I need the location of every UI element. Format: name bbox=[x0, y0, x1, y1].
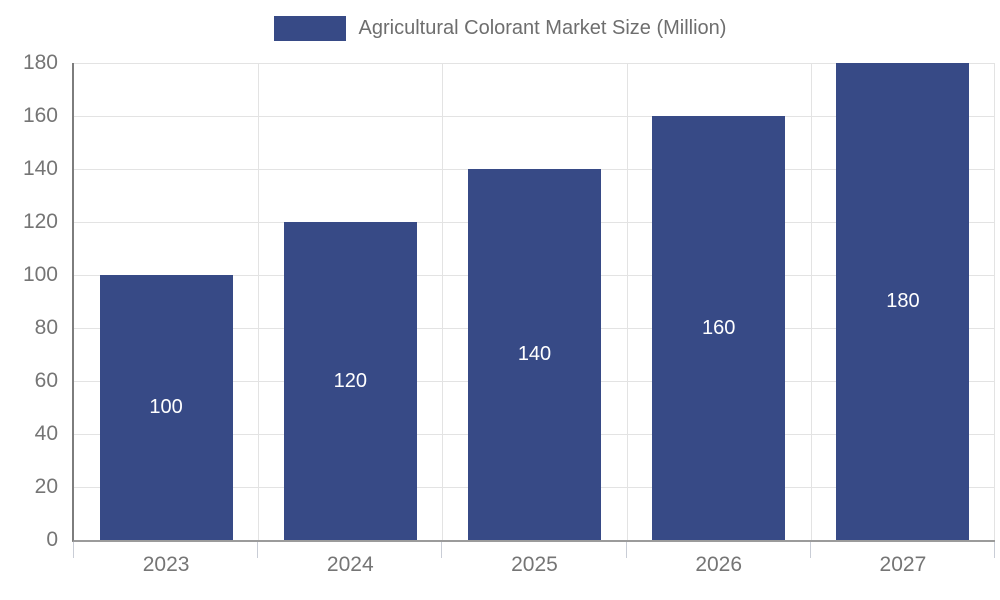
bar[interactable]: 100 bbox=[99, 275, 233, 540]
x-tick-label: 2024 bbox=[326, 553, 374, 576]
y-tick-label: 40 bbox=[34, 422, 58, 445]
bar-value-label: 180 bbox=[886, 290, 920, 312]
y-tick-label: 140 bbox=[22, 157, 58, 180]
bar-value-label: 100 bbox=[149, 396, 183, 418]
gridline-horizontal bbox=[74, 62, 995, 64]
y-tick-label: 180 bbox=[22, 51, 58, 74]
gridline-horizontal bbox=[74, 115, 995, 117]
bar[interactable]: 160 bbox=[652, 116, 786, 540]
x-tick-label: 2027 bbox=[879, 553, 927, 576]
x-axis-tick bbox=[257, 542, 259, 558]
x-tick-label: 2023 bbox=[142, 553, 190, 576]
x-axis-tick bbox=[994, 542, 995, 558]
plot-area: 100 120 140 160 180 bbox=[72, 62, 995, 542]
bar[interactable]: 120 bbox=[283, 222, 417, 540]
x-axis-tick bbox=[73, 542, 74, 558]
y-tick-label: 20 bbox=[34, 475, 58, 498]
x-axis-tick bbox=[625, 542, 627, 558]
gridline-vertical bbox=[626, 63, 628, 540]
y-tick-label: 100 bbox=[22, 263, 58, 286]
y-axis-labels: 0 20 40 60 80 100 120 140 160 180 bbox=[0, 51, 58, 551]
x-axis-tick bbox=[441, 542, 443, 558]
y-tick-label: 60 bbox=[34, 369, 58, 392]
gridline-vertical bbox=[994, 63, 995, 540]
x-tick-label: 2025 bbox=[511, 553, 558, 576]
gridline-vertical bbox=[258, 63, 260, 540]
bar-value-label: 140 bbox=[517, 343, 552, 365]
y-tick-label: 120 bbox=[22, 210, 58, 233]
legend[interactable]: Agricultural Colorant Market Size (Milli… bbox=[0, 16, 1000, 41]
legend-swatch bbox=[273, 16, 346, 41]
bar-value-label: 160 bbox=[702, 316, 736, 339]
x-axis-tick bbox=[809, 542, 811, 558]
bar[interactable]: 180 bbox=[836, 63, 970, 540]
y-tick-label: 0 bbox=[46, 528, 58, 551]
y-tick-label: 160 bbox=[22, 104, 58, 127]
gridline-vertical bbox=[442, 63, 444, 540]
bar-value-label: 120 bbox=[333, 369, 367, 392]
legend-label: Agricultural Colorant Market Size (Milli… bbox=[358, 17, 727, 39]
y-tick-label: 80 bbox=[34, 316, 58, 339]
x-tick-label: 2026 bbox=[695, 553, 743, 576]
gridline-vertical bbox=[810, 63, 812, 540]
bar[interactable]: 140 bbox=[468, 169, 601, 540]
